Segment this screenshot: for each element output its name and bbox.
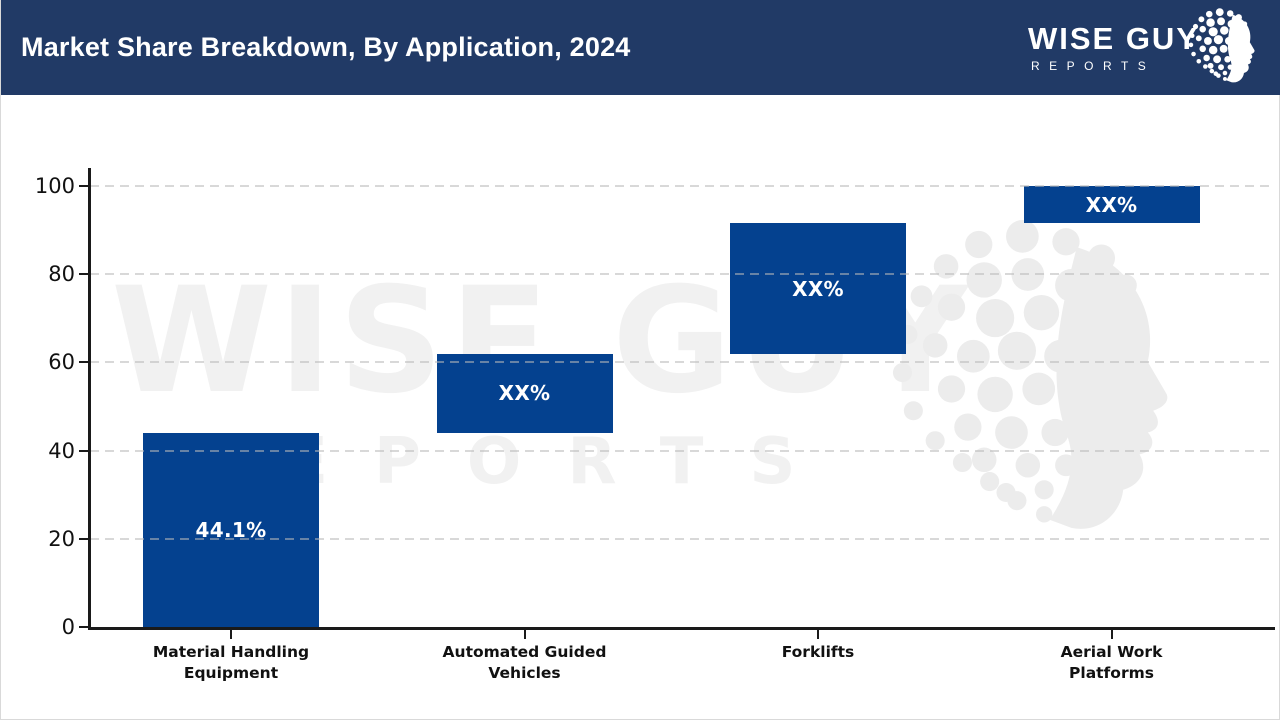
gridline-60 xyxy=(90,361,1275,364)
x-category-label-automated-guided-vehicles: Automated Guided Vehicles xyxy=(442,643,607,682)
x-tick-mark xyxy=(1110,629,1113,639)
gridline-80 xyxy=(90,273,1275,276)
y-tick-mark xyxy=(79,537,88,540)
gridline-40 xyxy=(90,449,1275,452)
y-axis-line xyxy=(88,168,91,629)
y-tick-label: 0 xyxy=(61,615,75,639)
wiseguy-logo-line2: REPORTS xyxy=(1030,58,1156,73)
y-tick-label: 100 xyxy=(34,174,75,198)
y-tick-mark xyxy=(79,185,88,187)
bar-automated-guided-vehicles: XX% xyxy=(436,354,613,433)
bar-value-label: XX% xyxy=(498,381,551,406)
bar-forklifts: XX% xyxy=(730,223,906,354)
gridline-100 xyxy=(90,185,1275,187)
x-category-label-forklifts: Forklifts xyxy=(781,643,855,661)
y-tick-label: 80 xyxy=(48,262,75,287)
y-tick-mark xyxy=(79,273,88,276)
y-tick-mark xyxy=(79,449,88,452)
y-tick-label: 40 xyxy=(48,438,75,463)
y-tick-mark xyxy=(79,361,88,364)
wiseguy-logo-text: WISE GUY REPORTS xyxy=(1028,23,1199,73)
header-bar: Market Share Breakdown, By Application, … xyxy=(1,0,1280,95)
bar-value-label: 44.1% xyxy=(195,517,267,542)
y-tick-label: 60 xyxy=(48,350,75,375)
x-category-label-aerial-work-platforms: Aerial Work Platforms xyxy=(1060,643,1163,682)
wiseguy-logo-line1: WISE GUY xyxy=(1027,20,1199,56)
chart-title: Market Share Breakdown, By Application, … xyxy=(21,32,631,62)
bar-aerial-work-platforms: XX% xyxy=(1023,186,1200,224)
wiseguy-head-icon xyxy=(1188,8,1255,83)
gridline-20 xyxy=(90,537,1275,540)
y-tick-label: 20 xyxy=(48,526,75,551)
x-tick-mark xyxy=(523,629,526,639)
y-tick-mark xyxy=(79,626,88,628)
bar-material-handling-equipment: 44.1% xyxy=(143,432,319,627)
x-category-label-material-handling-equipment: Material Handling Equipment xyxy=(152,643,310,682)
wiseguy-logo: WISE GUY REPORTS xyxy=(1028,8,1259,87)
x-tick-mark xyxy=(230,629,232,639)
x-tick-mark xyxy=(817,629,819,639)
bar-value-label: XX% xyxy=(792,276,844,301)
x-axis-line xyxy=(88,627,1275,630)
bar-value-label: XX% xyxy=(1085,192,1138,217)
